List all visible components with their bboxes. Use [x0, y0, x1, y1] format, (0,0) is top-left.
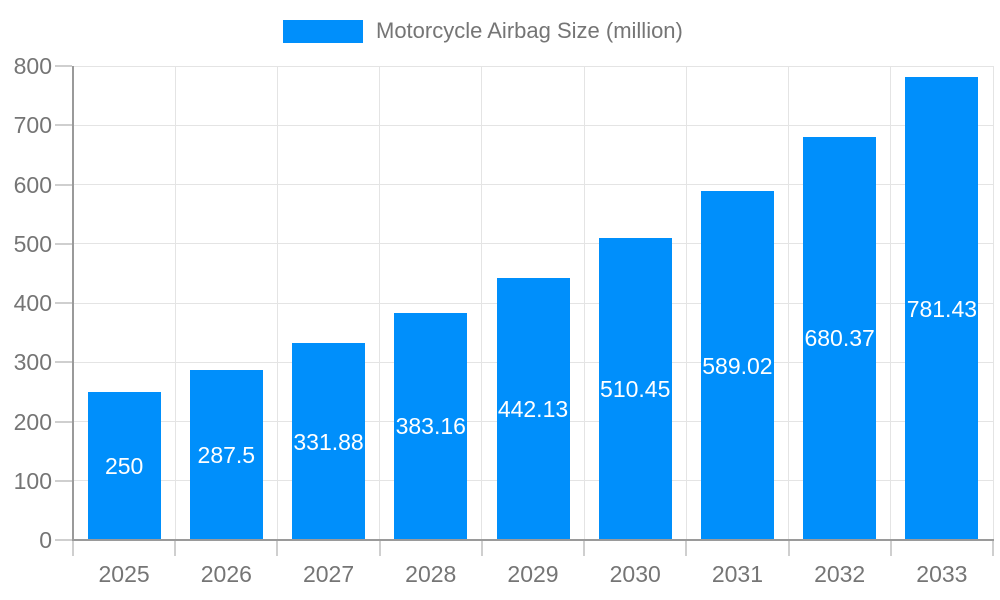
y-axis-tick — [55, 539, 72, 541]
x-axis-label: 2025 — [98, 561, 150, 587]
x-axis-tick — [685, 541, 688, 556]
x-axis-label: 2026 — [200, 561, 252, 587]
v-gridline — [583, 66, 585, 540]
x-axis-tick — [992, 541, 994, 556]
y-axis-label: 200 — [13, 408, 52, 435]
y-axis-tick — [55, 183, 72, 186]
y-axis-label: 600 — [13, 171, 52, 198]
bar-value-label: 331.88 — [293, 428, 364, 455]
v-gridline — [276, 66, 278, 540]
y-axis-label: 400 — [13, 290, 52, 316]
y-axis-tick — [55, 420, 72, 423]
bar-value-label: 510.45 — [600, 375, 671, 402]
y-axis-tick — [55, 242, 72, 245]
h-gridline — [73, 184, 993, 185]
x-axis-tick — [276, 541, 279, 556]
legend-item[interactable]: Motorcycle Airbag Size (million) — [283, 17, 683, 45]
y-axis-tick — [55, 124, 72, 127]
bar-2027[interactable] — [292, 343, 366, 540]
x-axis-tick — [480, 541, 483, 556]
v-gridline — [174, 66, 176, 540]
y-axis-tick — [55, 65, 72, 67]
legend-label: Motorcycle Airbag Size (million) — [376, 18, 683, 43]
bar-2031[interactable] — [700, 191, 774, 540]
y-axis-label: 100 — [13, 467, 52, 494]
bar-value-label: 250 — [104, 452, 144, 479]
x-axis-label: 2029 — [507, 561, 559, 587]
x-axis-tick — [889, 541, 892, 556]
x-axis-tick — [174, 541, 177, 556]
v-gridline — [379, 66, 381, 540]
x-axis-tick — [378, 541, 381, 556]
x-axis-label: 2031 — [711, 561, 764, 587]
legend-color-swatch — [283, 19, 363, 43]
x-axis-label: 2028 — [405, 561, 457, 587]
x-axis-label: 2027 — [302, 561, 355, 587]
legend: Motorcycle Airbag Size (million) — [283, 17, 683, 45]
v-gridline — [481, 66, 483, 540]
x-axis-tick — [787, 541, 790, 556]
y-axis-tick — [55, 302, 72, 304]
v-gridline — [788, 66, 790, 540]
plot-area: 250 287.5 331.88 383.16 442.13 510.45 589.02 68… — [73, 65, 994, 540]
x-axis-line — [72, 539, 994, 541]
y-axis-tick — [55, 361, 72, 364]
x-axis-tick — [583, 541, 586, 556]
bar-value-label: 589.02 — [702, 352, 773, 379]
y-axis-tick — [55, 479, 72, 482]
bar-value-label: 287.5 — [197, 441, 256, 468]
h-gridline — [73, 65, 993, 67]
v-gridline — [890, 66, 892, 540]
bar-2025[interactable] — [87, 391, 161, 540]
v-gridline — [992, 66, 994, 540]
bar-2033[interactable] — [905, 77, 979, 540]
y-axis-label: 700 — [13, 112, 52, 139]
h-gridline — [73, 124, 993, 126]
y-axis-line — [72, 66, 74, 540]
bar-value-label: 781.43 — [906, 295, 978, 322]
bar-value-label: 383.16 — [395, 413, 466, 440]
bar-value-label: 680.37 — [804, 325, 875, 352]
bar-2030[interactable] — [598, 237, 672, 540]
h-gridline — [73, 243, 993, 245]
bar-2032[interactable] — [803, 136, 877, 540]
bar-2026[interactable] — [189, 369, 263, 540]
v-gridline — [685, 66, 687, 540]
bar-2029[interactable] — [496, 278, 570, 540]
bar-2028[interactable] — [394, 312, 468, 540]
x-axis-label: 2030 — [609, 561, 661, 587]
x-axis-tick — [72, 541, 74, 556]
x-axis-label: 2032 — [814, 561, 866, 587]
y-axis-label: 0 — [39, 527, 52, 553]
y-axis-label: 800 — [13, 53, 52, 79]
x-axis-label: 2033 — [916, 561, 968, 587]
y-axis-label: 500 — [13, 230, 52, 257]
bar-value-label: 442.13 — [497, 396, 569, 423]
y-axis-label: 300 — [13, 349, 52, 376]
